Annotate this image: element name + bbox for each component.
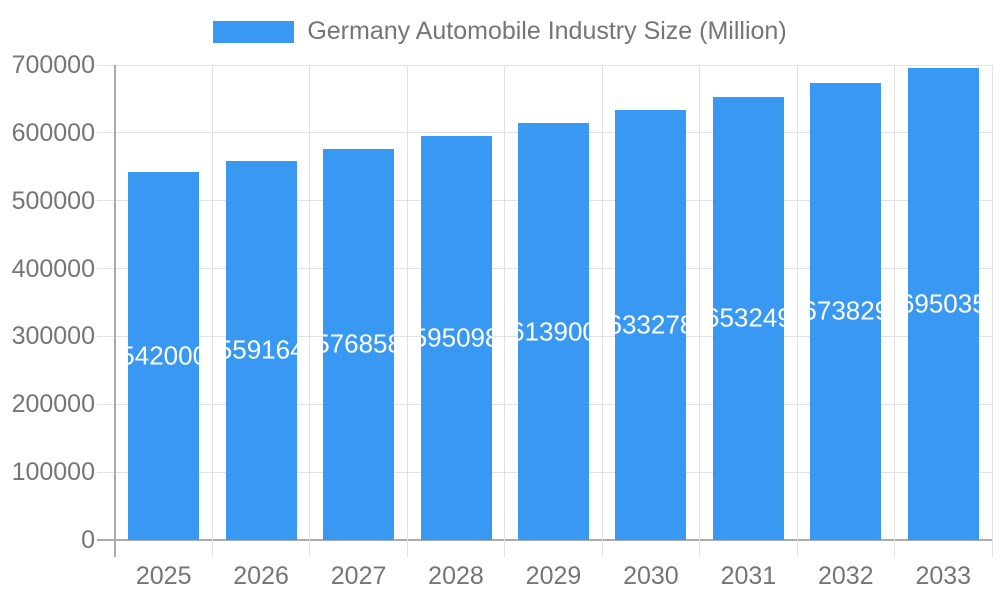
- y-axis-label: 0: [81, 526, 95, 554]
- y-axis-label: 400000: [11, 254, 95, 283]
- legend-swatch: [213, 20, 295, 43]
- legend-label: Germany Automobile Industry Size (Millio…: [307, 17, 787, 45]
- bar-2028: 595098: [420, 136, 492, 540]
- x-axis-label: 2025: [135, 562, 192, 590]
- x-gridline: [894, 65, 896, 557]
- bar-2025: 542000: [128, 172, 200, 540]
- x-axis-label: 2031: [720, 562, 777, 590]
- y-axis-label: 500000: [11, 186, 95, 215]
- bar-2032: 673829: [810, 82, 882, 540]
- x-gridline: [406, 65, 408, 557]
- x-gridline: [796, 65, 798, 557]
- bar-value-label: 673829: [810, 295, 881, 326]
- x-axis-label: 2026: [233, 562, 289, 590]
- x-axis-label: 2030: [623, 562, 679, 590]
- x-gridline: [309, 65, 311, 557]
- bar-2026: 559164: [225, 160, 297, 540]
- bar-2029: 613900: [518, 123, 589, 540]
- bar-2030: 633278: [615, 110, 687, 540]
- x-axis-label: 2033: [915, 562, 972, 590]
- x-axis-label: 2032: [817, 562, 874, 590]
- y-axis-label: 100000: [11, 458, 95, 487]
- bar-value-label: 559164: [226, 334, 297, 365]
- y-axis-label: 200000: [11, 390, 95, 419]
- x-axis-label: 2029: [525, 562, 582, 590]
- y-axis-line: [114, 65, 116, 557]
- bar-2027: 576858: [323, 148, 395, 540]
- x-gridline: [991, 65, 993, 557]
- x-gridline: [601, 65, 603, 557]
- bar-value-label: 576858: [323, 328, 394, 359]
- bar-2033: 695035: [907, 68, 979, 540]
- bar-2031: 653249: [712, 96, 784, 540]
- y-axis-label: 600000: [11, 118, 95, 147]
- legend: Germany Automobile Industry Size (Millio…: [0, 17, 1000, 46]
- x-gridline: [211, 65, 213, 557]
- x-gridline: [504, 65, 506, 557]
- y-gridline: [97, 64, 992, 66]
- x-axis-label: 2027: [330, 562, 387, 590]
- bar-value-label: 613900: [518, 316, 589, 347]
- x-gridline: [699, 65, 701, 557]
- bar-value-label: 633278: [615, 309, 686, 340]
- x-axis-baseline: [97, 539, 992, 541]
- y-axis-label: 300000: [11, 322, 95, 351]
- bar-value-label: 542000: [128, 340, 199, 371]
- x-axis-label: 2028: [428, 562, 484, 590]
- y-axis-label: 700000: [11, 51, 95, 79]
- bar-value-label: 595098: [421, 322, 492, 353]
- bar-value-label: 653249: [713, 302, 784, 333]
- bar-value-label: 695035: [908, 288, 979, 319]
